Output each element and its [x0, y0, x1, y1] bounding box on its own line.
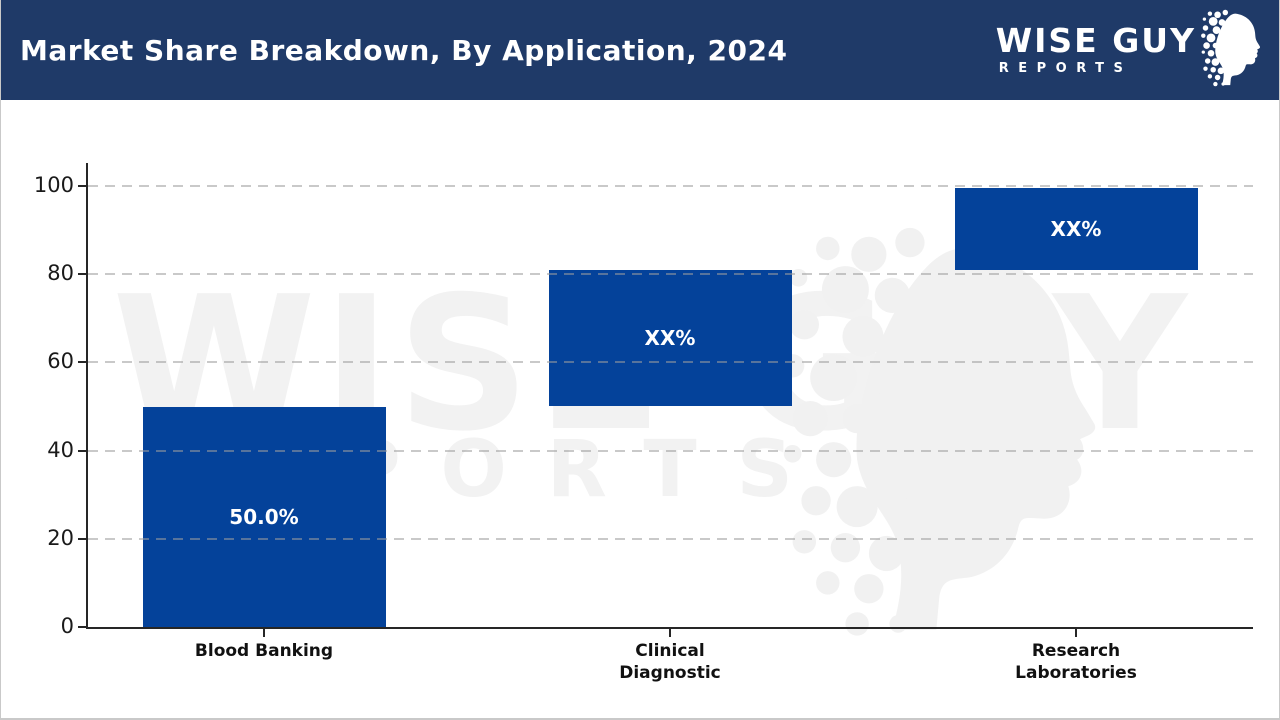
y-tick-label-80: 80	[47, 261, 74, 286]
logo-head-icon	[1200, 9, 1266, 92]
grid-line-80	[88, 273, 1253, 276]
grid-line-60	[88, 361, 1253, 364]
x-tick-mark-1	[263, 629, 265, 637]
y-tick-mark-0	[78, 626, 86, 628]
y-tick-label-0: 0	[60, 614, 74, 638]
y-tick-label-100: 100	[33, 173, 74, 197]
watermark-head-logo	[775, 225, 1127, 665]
bar-segment-2: XX%	[548, 269, 792, 407]
grid-line-100	[88, 185, 1253, 187]
y-tick-label-20: 20	[47, 525, 74, 550]
y-tick-mark-60	[78, 361, 86, 364]
logo-reports-text: REPORTS	[998, 61, 1133, 76]
bar-segment-1: 50.0%	[142, 406, 386, 627]
y-axis-spine	[86, 163, 88, 629]
y-tick-label-40: 40	[47, 437, 74, 462]
header-bar: Market Share Breakdown, By Application, …	[0, 0, 1280, 100]
logo-wiseguy-text: WISE GUY	[995, 21, 1196, 60]
x-tick-label-2: Clinical Diagnostic	[619, 641, 721, 683]
y-tick-mark-100	[78, 185, 86, 187]
grid-line-20	[88, 537, 1253, 540]
y-tick-mark-20	[78, 537, 86, 540]
bar-value-label: 50.0%	[229, 504, 299, 529]
bar-value-label: XX%	[644, 326, 696, 351]
x-tick-label-3: Research Laboratories	[1015, 641, 1137, 683]
y-tick-mark-80	[78, 273, 86, 276]
bar-value-label: XX%	[1050, 216, 1102, 241]
x-tick-mark-3	[1075, 629, 1077, 637]
x-axis-spine	[86, 627, 1253, 629]
y-tick-label-60: 60	[47, 349, 74, 374]
x-tick-label-1: Blood Banking	[194, 641, 334, 661]
bar-segment-3: XX%	[954, 188, 1198, 270]
x-tick-mark-2	[669, 629, 671, 637]
wise-guy-reports-logo: WISE GUY REPORTS	[996, 9, 1266, 92]
grid-line-40	[88, 449, 1253, 452]
y-tick-mark-40	[78, 449, 86, 452]
page-title: Market Share Breakdown, By Application, …	[20, 33, 788, 67]
